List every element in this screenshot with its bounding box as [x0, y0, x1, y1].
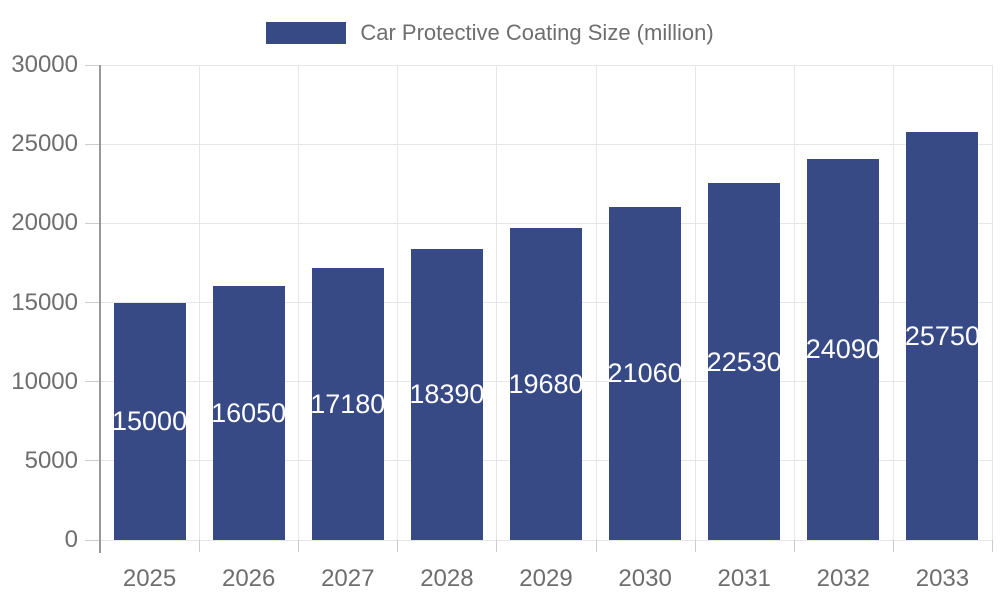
y-tick — [85, 381, 100, 383]
x-tick — [298, 540, 300, 552]
y-axis-label: 10000 — [11, 367, 78, 395]
h-gridline — [100, 64, 992, 66]
x-tick — [694, 540, 696, 552]
bar-2033[interactable] — [906, 132, 979, 540]
bar-value-label: 17180 — [310, 388, 386, 419]
bar-2027[interactable] — [311, 267, 384, 540]
h-gridline — [100, 222, 992, 224]
y-tick — [85, 143, 100, 145]
h-gridline — [100, 539, 992, 541]
x-tick — [793, 540, 795, 552]
bar-2031[interactable] — [708, 183, 781, 540]
bar-value-label: 16050 — [211, 397, 287, 428]
bar-value-label: 18390 — [409, 379, 485, 410]
h-gridline — [100, 143, 992, 145]
x-axis-label-2029: 2029 — [519, 565, 573, 592]
bar-value-label: 19680 — [508, 369, 584, 400]
bar-2025[interactable] — [113, 302, 186, 540]
bar-value-label: 21060 — [607, 358, 683, 389]
x-axis-label-2033: 2033 — [915, 565, 970, 592]
x-tick — [595, 540, 597, 552]
x-axis-label-2030: 2030 — [618, 565, 672, 592]
bar-value-label: 25750 — [904, 321, 980, 352]
x-axis-label-2031: 2031 — [717, 565, 771, 592]
v-gridline — [992, 65, 993, 540]
y-tick — [85, 302, 100, 303]
legend[interactable]: Car Protective Coating Size (million) — [0, 21, 1000, 45]
y-tick — [85, 539, 100, 541]
y-axis-label: 0 — [64, 526, 78, 553]
y-axis-label: 15000 — [11, 288, 78, 316]
bar-2026[interactable] — [212, 285, 285, 540]
y-tick — [85, 222, 100, 224]
x-axis-label-2027: 2027 — [321, 565, 375, 592]
x-tick — [397, 540, 399, 552]
y-tick — [85, 64, 100, 66]
bar-2028[interactable] — [410, 248, 483, 540]
x-tick — [992, 540, 993, 552]
legend-label: Car Protective Coating Size (million) — [360, 20, 714, 45]
bar-value-label: 24090 — [805, 334, 881, 365]
y-axis-label: 25000 — [11, 130, 78, 158]
bar-2029[interactable] — [510, 228, 582, 540]
bar-2030[interactable] — [609, 206, 682, 540]
bar-value-label: 15000 — [112, 406, 188, 437]
y-tick — [85, 460, 100, 462]
y-axis-label: 20000 — [11, 209, 78, 237]
x-axis-label-2028: 2028 — [420, 565, 474, 592]
x-tick — [199, 540, 201, 552]
x-axis-label-2026: 2026 — [221, 565, 276, 592]
x-axis-label-2032: 2032 — [816, 565, 871, 592]
y-axis-label: 5000 — [24, 446, 78, 474]
x-tick — [496, 540, 498, 552]
bar-2032[interactable] — [807, 158, 880, 540]
legend-swatch[interactable] — [266, 22, 347, 44]
x-tick — [892, 540, 894, 552]
y-axis-label: 30000 — [11, 51, 78, 78]
bar-value-label: 22530 — [706, 346, 782, 377]
x-axis-label-2025: 2025 — [122, 565, 177, 592]
y-axis-line — [99, 65, 101, 553]
